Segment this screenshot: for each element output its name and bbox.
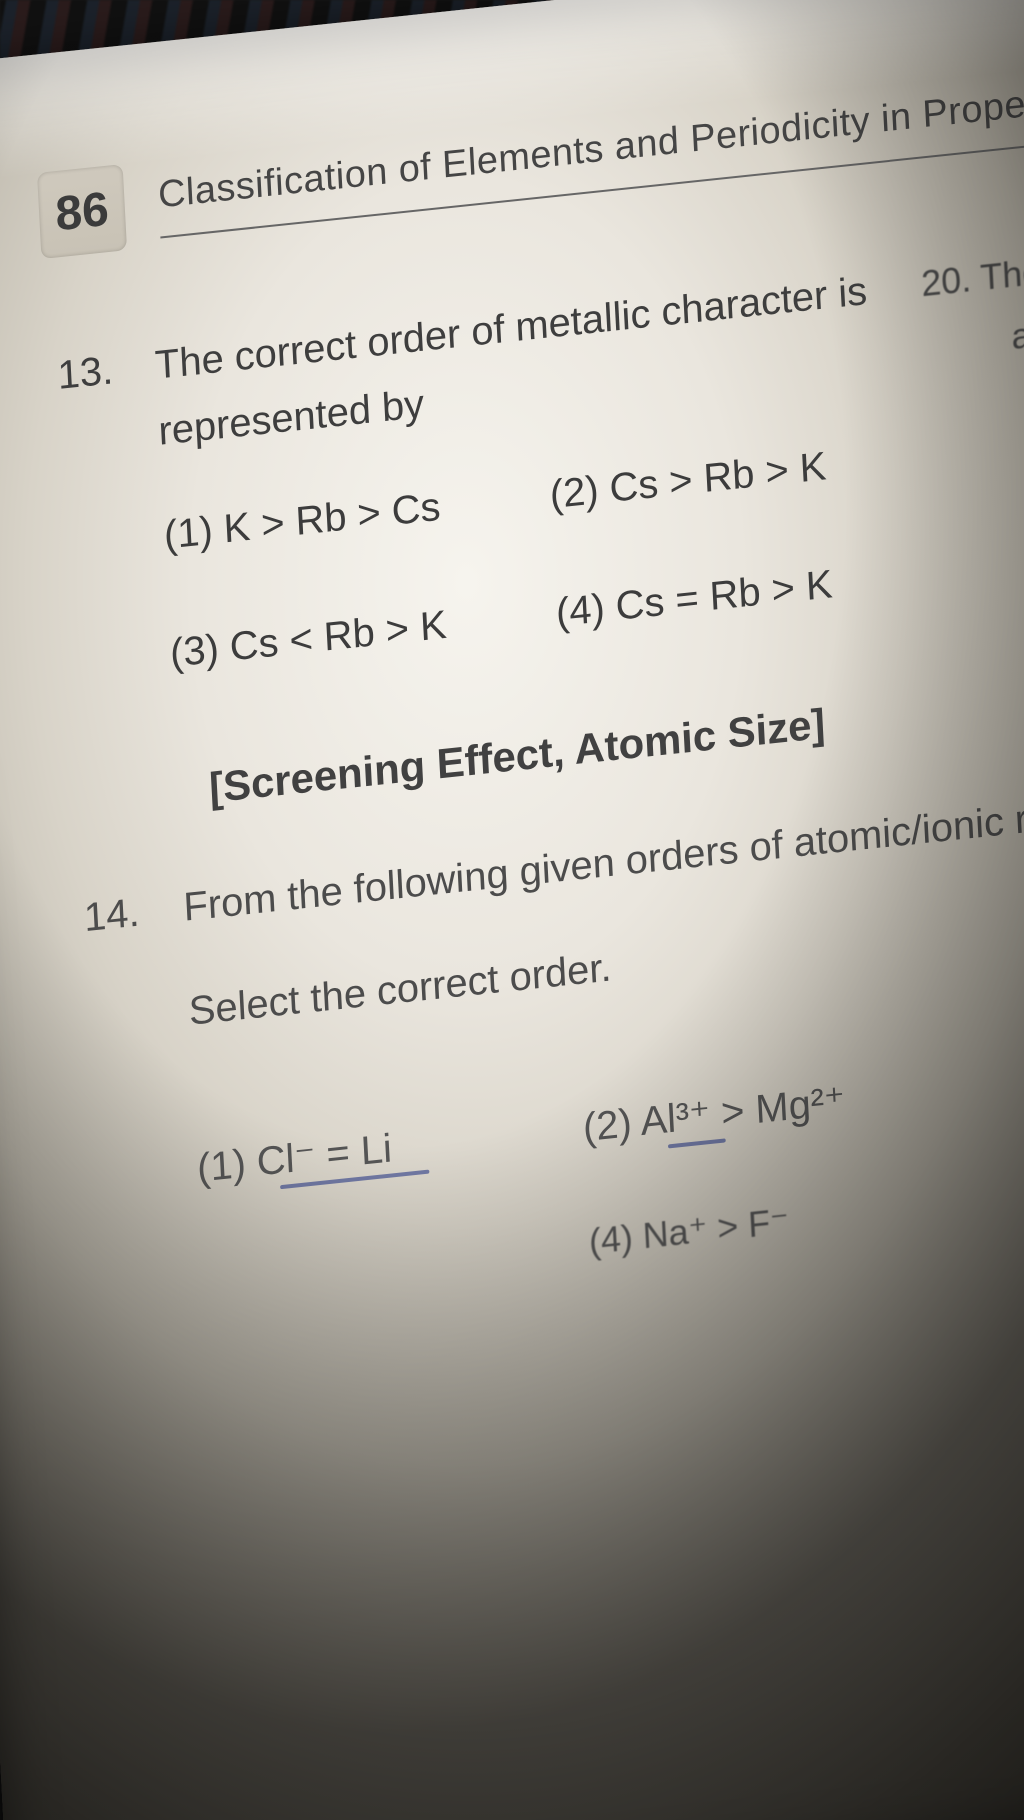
rp-q20-line2: are in the order [1010,291,1024,359]
q14-option-4-partial: (4) Na⁺ > F⁻ [588,1200,790,1263]
page-number: 86 [54,181,110,242]
q14-number: 14. [83,890,141,941]
q13-stem-line2: represented by [157,382,425,455]
q13-option-2: (2) Cs > Rb > K [549,444,828,518]
q13-number: 13. [56,348,114,399]
rp-q20-line1: 20. The first ionisatio [920,229,1024,306]
scene: 86 Classification of Elements and Period… [0,0,1024,1820]
q14-stem-line1: From the following given orders of atomi… [182,789,1024,930]
page-number-box: 86 [37,164,127,259]
q14-stem-line2: Select the correct order. [188,945,613,1034]
vignette-overlay [0,0,1024,1820]
textbook-page: 86 Classification of Elements and Period… [0,0,1024,1820]
paper-wrap: 86 Classification of Elements and Period… [0,0,1024,1820]
chapter-title: Classification of Elements and Periodici… [157,76,1024,218]
q13-option-4: (4) Cs = Rb > K [555,562,834,636]
q14-option-1: (1) Cl⁻ = Li [196,1125,393,1191]
section-header: [Screening Effect, Atomic Size] [208,700,826,813]
q13-stem-line1: The correct order of metallic character … [154,269,868,389]
q13-option-3: (3) Cs < Rb > K [169,603,448,677]
q13-option-1: (1) K > Rb > Cs [163,485,442,559]
